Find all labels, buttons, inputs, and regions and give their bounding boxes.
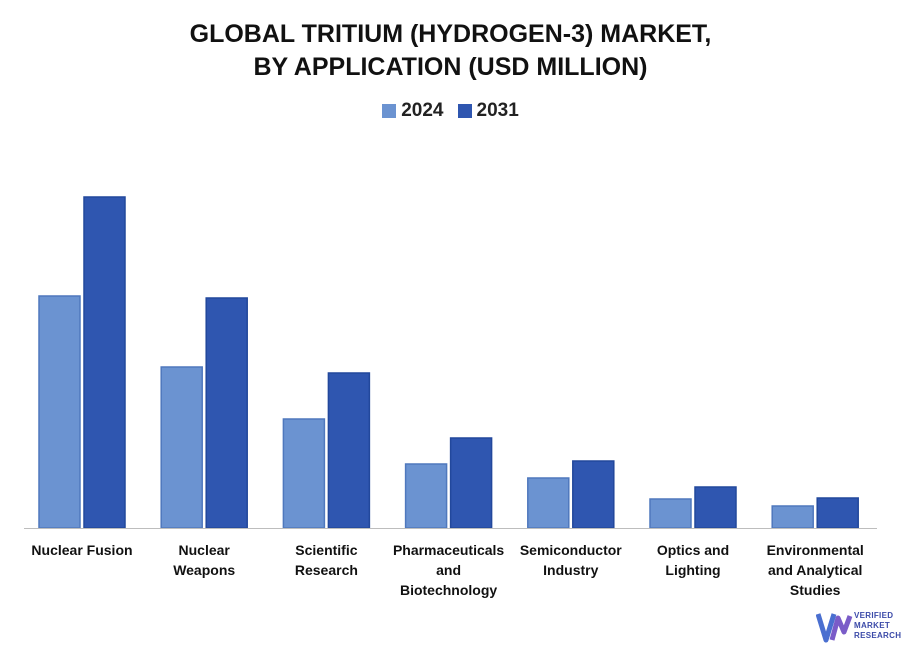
logo-line-2: MARKET bbox=[854, 621, 891, 630]
legend-swatch-2031 bbox=[457, 104, 472, 118]
category-label-2-line-1: Research bbox=[294, 562, 358, 578]
category-label-1-line-1: Weapons bbox=[173, 562, 236, 578]
chart-title-line-2: BY APPLICATION (USD MILLION) bbox=[253, 53, 648, 81]
bar-2024-2 bbox=[282, 418, 326, 529]
bar-2031-5 bbox=[694, 486, 737, 529]
bar-2031-1 bbox=[205, 297, 248, 529]
vmr-logo-text: VERIFIED MARKET RESEARCH bbox=[854, 611, 901, 641]
bar-2031-6 bbox=[816, 497, 859, 529]
category-label-2-line-0: Scientific bbox=[295, 542, 358, 558]
vmr-logo: VERIFIED MARKET RESEARCH bbox=[815, 610, 901, 644]
bar-2031-3 bbox=[449, 437, 493, 529]
chart-legend: 2024 2031 bbox=[0, 100, 901, 122]
category-label-3-line-0: Pharmaceuticals bbox=[392, 542, 505, 558]
logo-line-1: VERIFIED bbox=[854, 611, 894, 620]
legend-label-2024: 2024 bbox=[401, 100, 444, 121]
category-label-3-line-1: and bbox=[436, 562, 462, 578]
legend-item-2031: 2031 bbox=[457, 100, 519, 122]
category-label-6-line-0: Environmental bbox=[766, 542, 864, 558]
bar-2031-2 bbox=[327, 372, 371, 529]
bar-2024-4 bbox=[527, 477, 570, 529]
category-label-5-line-1: Lighting bbox=[665, 562, 721, 578]
category-label-6: Environmental and Analytical Studies bbox=[755, 540, 875, 600]
category-label-5: Optics and Lighting bbox=[633, 540, 753, 580]
category-label-1: Nuclear Weapons bbox=[144, 540, 264, 580]
bar-2031-0 bbox=[83, 196, 126, 529]
logo-line-3: RESEARCH bbox=[854, 631, 901, 640]
bar-2024-0 bbox=[38, 295, 81, 529]
category-label-3: Pharmaceuticals and Biotechnology bbox=[389, 540, 509, 600]
bar-2024-5 bbox=[649, 498, 692, 529]
category-label-6-line-1: and Analytical bbox=[767, 562, 863, 578]
legend-swatch-2024 bbox=[382, 104, 397, 118]
category-label-6-line-2: Studies bbox=[789, 582, 841, 598]
vmr-logo-mark-icon bbox=[815, 613, 853, 643]
legend-item-2024: 2024 bbox=[382, 100, 444, 122]
category-label-1-line-0: Nuclear bbox=[178, 542, 230, 558]
category-label-4: Semiconductor Industry bbox=[511, 540, 631, 580]
chart-title-line-1: GLOBAL TRITIUM (HYDROGEN-3) MARKET, bbox=[189, 20, 712, 48]
category-label-0-line-0: Nuclear Fusion bbox=[31, 542, 133, 558]
category-label-5-line-0: Optics and bbox=[656, 542, 730, 558]
bar-2024-3 bbox=[404, 463, 448, 529]
chart-title: GLOBAL TRITIUM (HYDROGEN-3) MARKET, BY A… bbox=[0, 18, 901, 84]
legend-label-2031: 2031 bbox=[476, 100, 519, 121]
category-label-2: Scientific Research bbox=[266, 540, 386, 580]
category-label-4-line-0: Semiconductor bbox=[519, 542, 622, 558]
category-label-3-line-2: Biotechnology bbox=[399, 582, 498, 598]
category-label-0: Nuclear Fusion bbox=[22, 540, 142, 560]
bar-2024-6 bbox=[771, 505, 814, 529]
category-label-4-line-1: Industry bbox=[543, 562, 599, 578]
bar-2024-1 bbox=[160, 366, 203, 529]
bar-2031-4 bbox=[572, 460, 615, 529]
